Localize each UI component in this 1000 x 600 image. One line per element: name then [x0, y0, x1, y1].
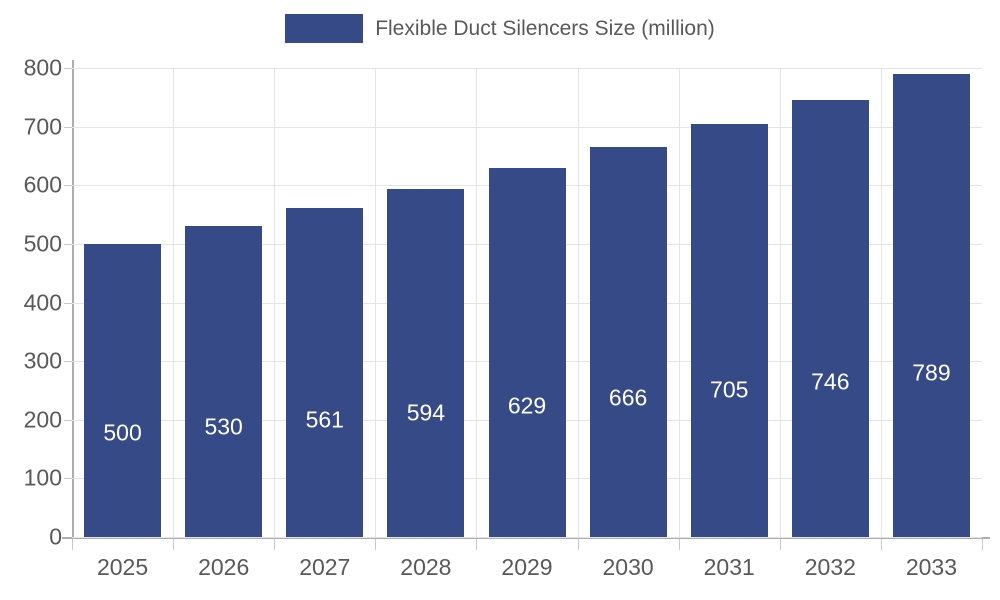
bar[interactable]: 500: [84, 243, 162, 537]
bar-value-label: 594: [406, 399, 446, 426]
x-axis-tick-label: 2025: [96, 554, 149, 580]
gridline-horizontal: [72, 537, 982, 538]
bar-value-label: 500: [103, 419, 142, 446]
bar[interactable]: 789: [892, 74, 970, 537]
x-axis-tick-mark: [577, 539, 579, 550]
y-axis-tick-mark: [64, 302, 72, 304]
gridline-vertical: [375, 68, 377, 537]
y-axis-tick-label: 400: [23, 289, 62, 315]
chart-legend: Flexible Duct Silencers Size (million): [0, 0, 1000, 56]
x-axis-tick-label: 2033: [905, 554, 958, 580]
bar-value-label: 705: [710, 376, 749, 403]
y-axis-tick-mark: [64, 361, 72, 363]
bar[interactable]: 705: [690, 123, 768, 537]
gridline-vertical: [678, 68, 680, 537]
x-axis-tick-mark: [476, 539, 478, 550]
x-axis-tick-mark: [72, 539, 73, 550]
y-axis-tick-mark: [64, 243, 72, 245]
y-axis-tick-label: 0: [49, 523, 62, 550]
gridline-vertical: [274, 68, 276, 537]
gridline-vertical: [779, 68, 781, 537]
bar-value-label: 789: [912, 359, 951, 386]
gridline-vertical: [577, 68, 579, 537]
bar[interactable]: 561: [286, 208, 364, 537]
y-axis-tick-mark: [64, 185, 72, 187]
y-axis-tick-label: 100: [23, 464, 62, 491]
bar-value-label: 666: [608, 384, 648, 411]
bar[interactable]: 746: [791, 99, 869, 537]
gridline-vertical: [476, 68, 478, 537]
y-axis-tick-label: 200: [23, 406, 62, 433]
x-axis-tick-mark: [880, 539, 882, 550]
bar[interactable]: 629: [488, 168, 566, 537]
y-axis-tick-mark: [64, 419, 72, 421]
legend-swatch-flexible-duct-silencers-size: [285, 13, 364, 43]
gridline-vertical: [173, 68, 175, 537]
y-axis-tick-label: 500: [23, 230, 62, 257]
bar-value-label: 561: [305, 406, 344, 433]
y-axis-tick-mark: [64, 68, 72, 69]
y-axis-tick-label: 700: [23, 113, 62, 140]
bar-value-label: 530: [204, 413, 243, 440]
x-axis-tick-label: 2030: [602, 554, 654, 580]
y-axis-tick-mark: [64, 478, 72, 480]
x-axis-tick-mark: [274, 539, 276, 550]
x-axis-tick-mark: [173, 539, 175, 550]
y-axis-tick-label: 800: [23, 54, 62, 81]
y-axis-line: [72, 60, 74, 538]
bar[interactable]: 530: [185, 226, 263, 537]
gridline-horizontal: [72, 126, 982, 128]
bar[interactable]: 594: [387, 188, 465, 537]
y-axis-tick-label: 300: [23, 347, 62, 374]
x-axis-tick-label: 2026: [198, 554, 250, 580]
gridline-vertical: [880, 68, 882, 537]
legend-label-flexible-duct-silencers-size: Flexible Duct Silencers Size (million): [375, 16, 715, 40]
y-axis-tick-label: 600: [23, 171, 62, 198]
x-axis-tick-label: 2031: [703, 554, 755, 580]
x-axis-tick-mark: [375, 539, 377, 550]
bar-value-label: 746: [811, 368, 850, 395]
gridline-horizontal: [72, 68, 982, 69]
x-axis-tick-label: 2027: [299, 554, 351, 580]
bar-value-label: 629: [507, 392, 547, 419]
bar[interactable]: 666: [589, 146, 667, 537]
x-axis-tick-mark: [678, 539, 680, 550]
x-axis-tick-mark: [779, 539, 781, 550]
x-axis-tick-mark: [982, 539, 983, 550]
x-axis-tick-label: 2032: [804, 554, 856, 580]
y-axis-tick-mark: [64, 126, 72, 128]
y-axis-ticks: 0 100 200 300 400 500 600 700 800: [0, 0, 72, 600]
x-axis-tick-label: 2029: [501, 554, 553, 580]
x-axis-line: [62, 537, 990, 539]
x-axis-tick-label: 2028: [400, 554, 452, 580]
plot-area: 500 530 561 594 629 666 705 746 789: [72, 68, 982, 538]
